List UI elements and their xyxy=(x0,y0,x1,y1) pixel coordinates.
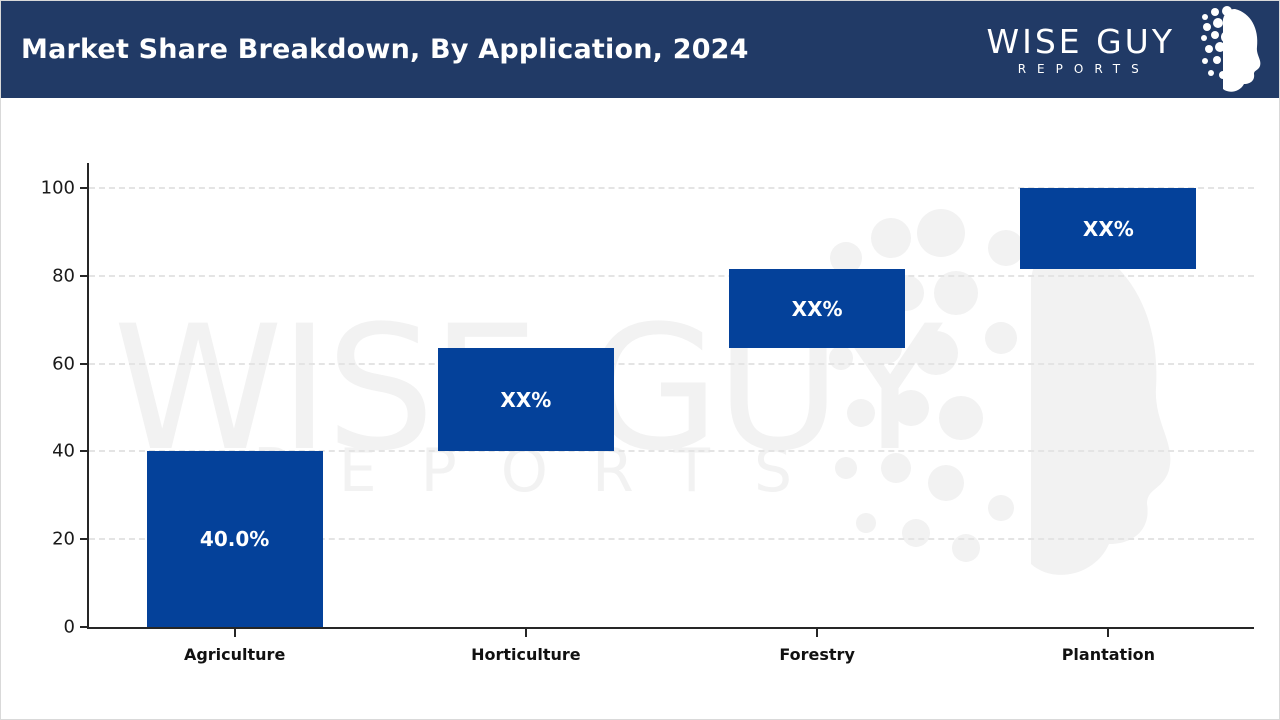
bar-value-label: XX% xyxy=(500,387,552,412)
bar-value-label: XX% xyxy=(791,296,843,321)
gridline-100 xyxy=(89,187,1254,189)
y-tick-label-80: 80 xyxy=(52,265,75,287)
brand-subname: REPORTS xyxy=(1017,61,1150,76)
y-tick-60 xyxy=(80,362,89,365)
gridline-40 xyxy=(89,450,1254,453)
brand-logo-text: WISE GUY REPORTS xyxy=(986,25,1175,75)
x-axis-label-plantation: Plantation xyxy=(1061,645,1156,664)
header-bar: Market Share Breakdown, By Application, … xyxy=(1,1,1279,98)
y-tick-label-40: 40 xyxy=(52,440,75,462)
x-axis-label-horticulture: Horticulture xyxy=(471,645,581,664)
x-tick-2 xyxy=(816,629,819,637)
bar-horticulture xyxy=(437,348,614,452)
watermark-face-icon xyxy=(829,209,1171,575)
bar-forestry xyxy=(729,269,906,349)
brand-logo: WISE GUY REPORTS xyxy=(986,5,1265,95)
x-axis-label-forestry: Forestry xyxy=(779,645,855,664)
bar-value-label: 40.0% xyxy=(199,527,270,552)
wiseguy-face-icon xyxy=(1201,5,1261,92)
y-axis-spine xyxy=(87,163,89,629)
brand-name: WISE GUY xyxy=(986,21,1175,61)
y-tick-0 xyxy=(80,626,89,628)
gridline-20 xyxy=(89,538,1254,541)
x-axis-spine xyxy=(87,627,1254,629)
y-tick-40 xyxy=(80,450,89,453)
x-axis-label-agriculture: Agriculture xyxy=(183,645,286,664)
bar-plantation xyxy=(1020,188,1197,270)
y-tick-20 xyxy=(80,538,89,541)
y-tick-label-20: 20 xyxy=(52,528,75,550)
y-tick-label-100: 100 xyxy=(40,177,75,199)
x-tick-0 xyxy=(233,629,236,637)
gridline-60 xyxy=(89,362,1254,365)
y-tick-label-0: 0 xyxy=(63,616,75,638)
page-title: Market Share Breakdown, By Application, … xyxy=(21,34,749,65)
x-tick-1 xyxy=(524,629,527,637)
y-tick-80 xyxy=(80,274,89,277)
bar-value-label: XX% xyxy=(1082,216,1134,241)
bar-agriculture xyxy=(146,451,323,627)
plot-region: 0 20 40 60 80 100 40.0% Agriculture XX% Horticult… xyxy=(1,98,1279,719)
y-tick-label-60: 60 xyxy=(52,353,75,375)
y-tick-100 xyxy=(80,187,89,189)
chart-area: WISE GUY REPORTS 0 20 40 60 80 100 40.0% Agricu… xyxy=(1,98,1279,719)
gridline-80 xyxy=(89,274,1254,277)
x-tick-3 xyxy=(1107,629,1110,637)
